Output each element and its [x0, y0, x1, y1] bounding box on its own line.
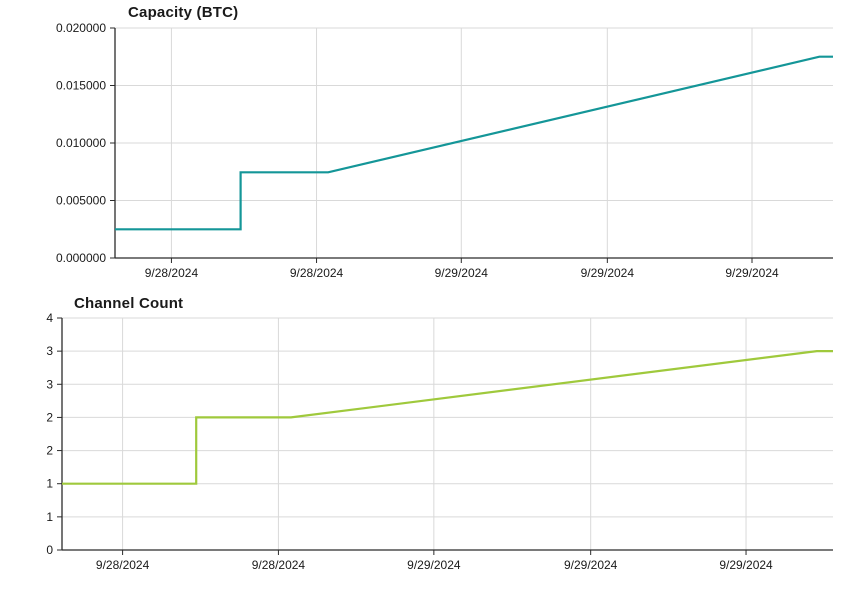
channel-count-plot: 0 1 1 2 2 3 3 4 9/28/2024 9/28/2024 9/29/2024 9/29/… — [46, 311, 833, 572]
capacity-btc-line-series — [115, 55, 833, 231]
x-tick-label: 9/29/2024 — [564, 558, 618, 572]
y-tick-label: 0.000000 — [56, 251, 106, 265]
y-tick-label: 0.015000 — [56, 79, 106, 93]
y-tick-label: 2 — [46, 410, 53, 424]
channel-count-line-series — [62, 349, 833, 485]
y-tick-label: 0.020000 — [56, 21, 106, 35]
y-tick-label: 0.010000 — [56, 136, 106, 150]
y-tick-label: 2 — [46, 444, 53, 458]
capacity-chart-title: Capacity (BTC) — [128, 4, 239, 21]
channel-count-chart: 0 1 1 2 2 3 3 4 9/28/2024 9/28/2024 9/29/2024 9/29/… — [0, 290, 860, 600]
y-tick-label: 0.005000 — [56, 194, 106, 208]
x-tick-label: 9/29/2024 — [719, 558, 773, 572]
capacity-plot: 0.000000 0.005000 0.010000 0.015000 0.020000… — [56, 21, 833, 280]
y-tick-label: 1 — [46, 477, 53, 491]
x-tick-label: 9/29/2024 — [407, 558, 461, 572]
y-tick-label: 4 — [46, 311, 53, 325]
x-tick-label: 9/29/2024 — [435, 266, 489, 280]
y-tick-label: 0 — [46, 543, 53, 557]
x-tick-label: 9/29/2024 — [581, 266, 635, 280]
channel-count-chart-title: Channel Count — [74, 295, 184, 312]
y-tick-label: 3 — [46, 344, 53, 358]
x-tick-label: 9/28/2024 — [145, 266, 199, 280]
y-tick-label: 1 — [46, 510, 53, 524]
y-tick-label: 3 — [46, 377, 53, 391]
x-tick-label: 9/29/2024 — [725, 266, 779, 280]
x-tick-label: 9/28/2024 — [290, 266, 344, 280]
capacity-chart: 0.000000 0.005000 0.010000 0.015000 0.020000… — [0, 0, 860, 290]
x-tick-label: 9/28/2024 — [96, 558, 150, 572]
x-tick-label: 9/28/2024 — [252, 558, 306, 572]
